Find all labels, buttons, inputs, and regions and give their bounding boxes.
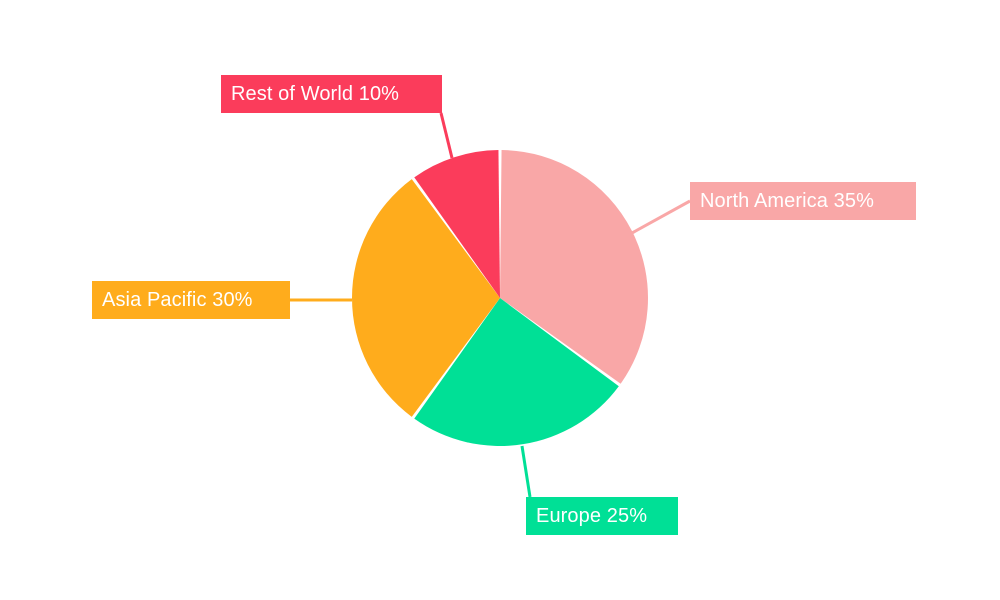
slice-label-text: Rest of World 10% — [231, 83, 400, 105]
pie-slice-europe[interactable] — [414, 298, 619, 446]
slice-label-europe[interactable]: Europe 25% — [526, 497, 678, 535]
slice-label-asia-pacific[interactable]: Asia Pacific 30% — [92, 281, 290, 319]
slice-label-text: Asia Pacific 30% — [102, 289, 253, 311]
slice-label-text: Europe 25% — [536, 505, 648, 527]
leader-lines-group — [290, 112, 691, 498]
pie-slice-rest-of-world[interactable] — [414, 150, 500, 298]
leader-line-europe — [520, 445, 532, 498]
slice-label-text: North America 35% — [700, 190, 874, 212]
slice-label-rest-of-world[interactable]: Rest of World 10% — [221, 75, 442, 113]
pie-slice-north-america[interactable] — [500, 150, 648, 384]
slice-label-north-america[interactable]: North America 35% — [690, 182, 916, 220]
pie-slice-asia-pacific[interactable] — [351, 179, 500, 417]
pie-slices-group — [351, 150, 648, 446]
leader-line-north-america — [631, 199, 691, 235]
leader-line-rest-of-world — [439, 112, 454, 159]
